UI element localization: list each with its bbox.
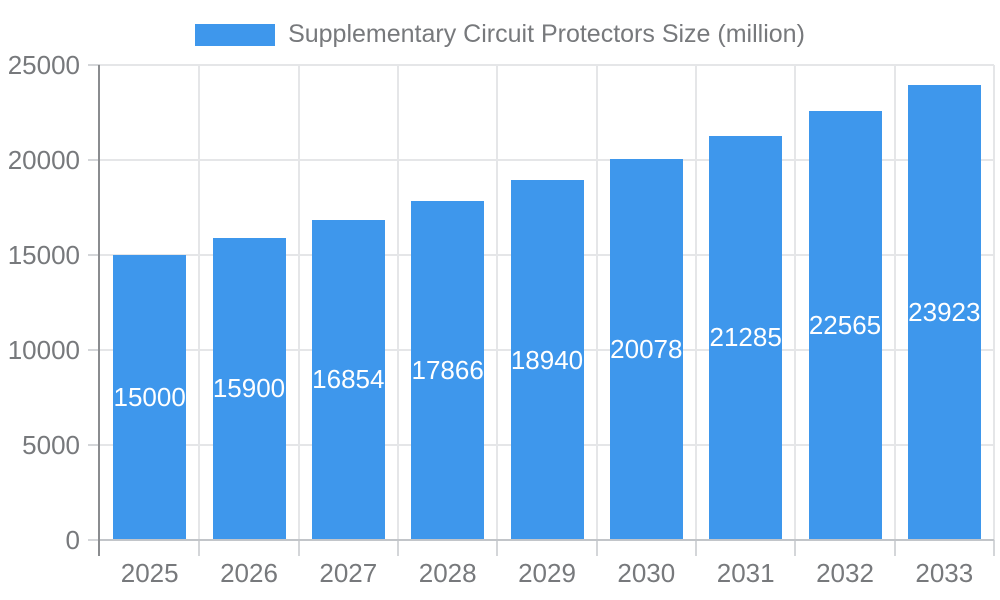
x-axis-label: 2033 [915, 558, 974, 588]
gridline-x [695, 65, 697, 540]
y-axis-label: 15000 [7, 240, 80, 270]
x-axis-tick [595, 540, 598, 556]
bar-2025[interactable]: 15000 [113, 255, 187, 540]
bar-2032[interactable]: 22565 [808, 111, 882, 540]
bar-2029[interactable]: 18940 [510, 180, 584, 540]
gridline-x [595, 65, 598, 540]
bar-2028[interactable]: 17866 [411, 200, 485, 540]
y-axis-tick [88, 159, 100, 161]
y-axis-tick [88, 349, 100, 351]
bar-value-label: 21285 [709, 322, 782, 353]
y-axis-label: 5000 [22, 430, 80, 460]
x-axis-tick [695, 540, 697, 556]
y-axis-tick [88, 254, 100, 256]
x-axis-line [100, 539, 994, 541]
bar-value-label: 16854 [312, 364, 385, 395]
gridline-x [397, 65, 399, 540]
gridline-y [100, 64, 994, 66]
y-axis-line [98, 65, 100, 556]
x-axis-label: 2030 [617, 558, 676, 588]
x-axis-label: 2031 [716, 558, 775, 588]
x-axis-label: 2029 [518, 558, 576, 588]
gridline-x [198, 65, 201, 540]
x-axis-tick [198, 540, 201, 556]
legend-swatch [195, 23, 276, 46]
legend: Supplementary Circuit Protectors Size (m… [0, 20, 1000, 49]
bar-value-label: 17866 [411, 354, 484, 385]
bar-value-label: 23923 [908, 297, 981, 328]
y-axis-label: 20000 [7, 145, 80, 175]
y-axis-label: 0 [65, 525, 80, 555]
x-axis-label: 2028 [418, 558, 477, 588]
gridline-x [297, 65, 300, 540]
bar-value-label: 15900 [212, 373, 286, 404]
x-axis-tick [993, 540, 995, 556]
x-axis-label: 2027 [319, 558, 378, 588]
x-axis-label: 2025 [120, 558, 179, 588]
gridline-x [496, 65, 499, 540]
x-axis-tick [496, 540, 499, 556]
x-axis-tick [893, 540, 896, 556]
y-axis-label: 10000 [7, 335, 80, 365]
legend-item[interactable]: Supplementary Circuit Protectors Size (m… [195, 20, 805, 49]
gridline-x [993, 65, 995, 540]
x-axis-tick [794, 540, 797, 556]
bar-2031[interactable]: 21285 [709, 135, 783, 540]
bar-2027[interactable]: 16854 [311, 219, 385, 540]
x-axis-tick [397, 540, 399, 556]
y-axis-tick [88, 539, 100, 541]
y-axis-label: 25000 [7, 50, 80, 80]
x-axis-label: 2032 [816, 558, 874, 588]
x-axis-label: 2026 [220, 558, 278, 588]
gridline-y [100, 159, 994, 161]
gridline-x [893, 65, 896, 540]
bar-value-label: 20078 [610, 333, 683, 364]
legend-label: Supplementary Circuit Protectors Size (m… [288, 20, 805, 48]
bar-2026[interactable]: 15900 [212, 237, 286, 540]
bar-2030[interactable]: 20078 [609, 158, 683, 540]
bar-value-label: 18940 [510, 344, 584, 375]
bar-2033[interactable]: 23923 [907, 85, 981, 540]
y-axis-tick [88, 444, 100, 446]
x-axis-tick [297, 540, 300, 556]
gridline-x [794, 65, 797, 540]
bar-value-label: 15000 [113, 382, 186, 412]
bar-value-label: 22565 [808, 310, 882, 341]
y-axis-tick [88, 64, 100, 66]
